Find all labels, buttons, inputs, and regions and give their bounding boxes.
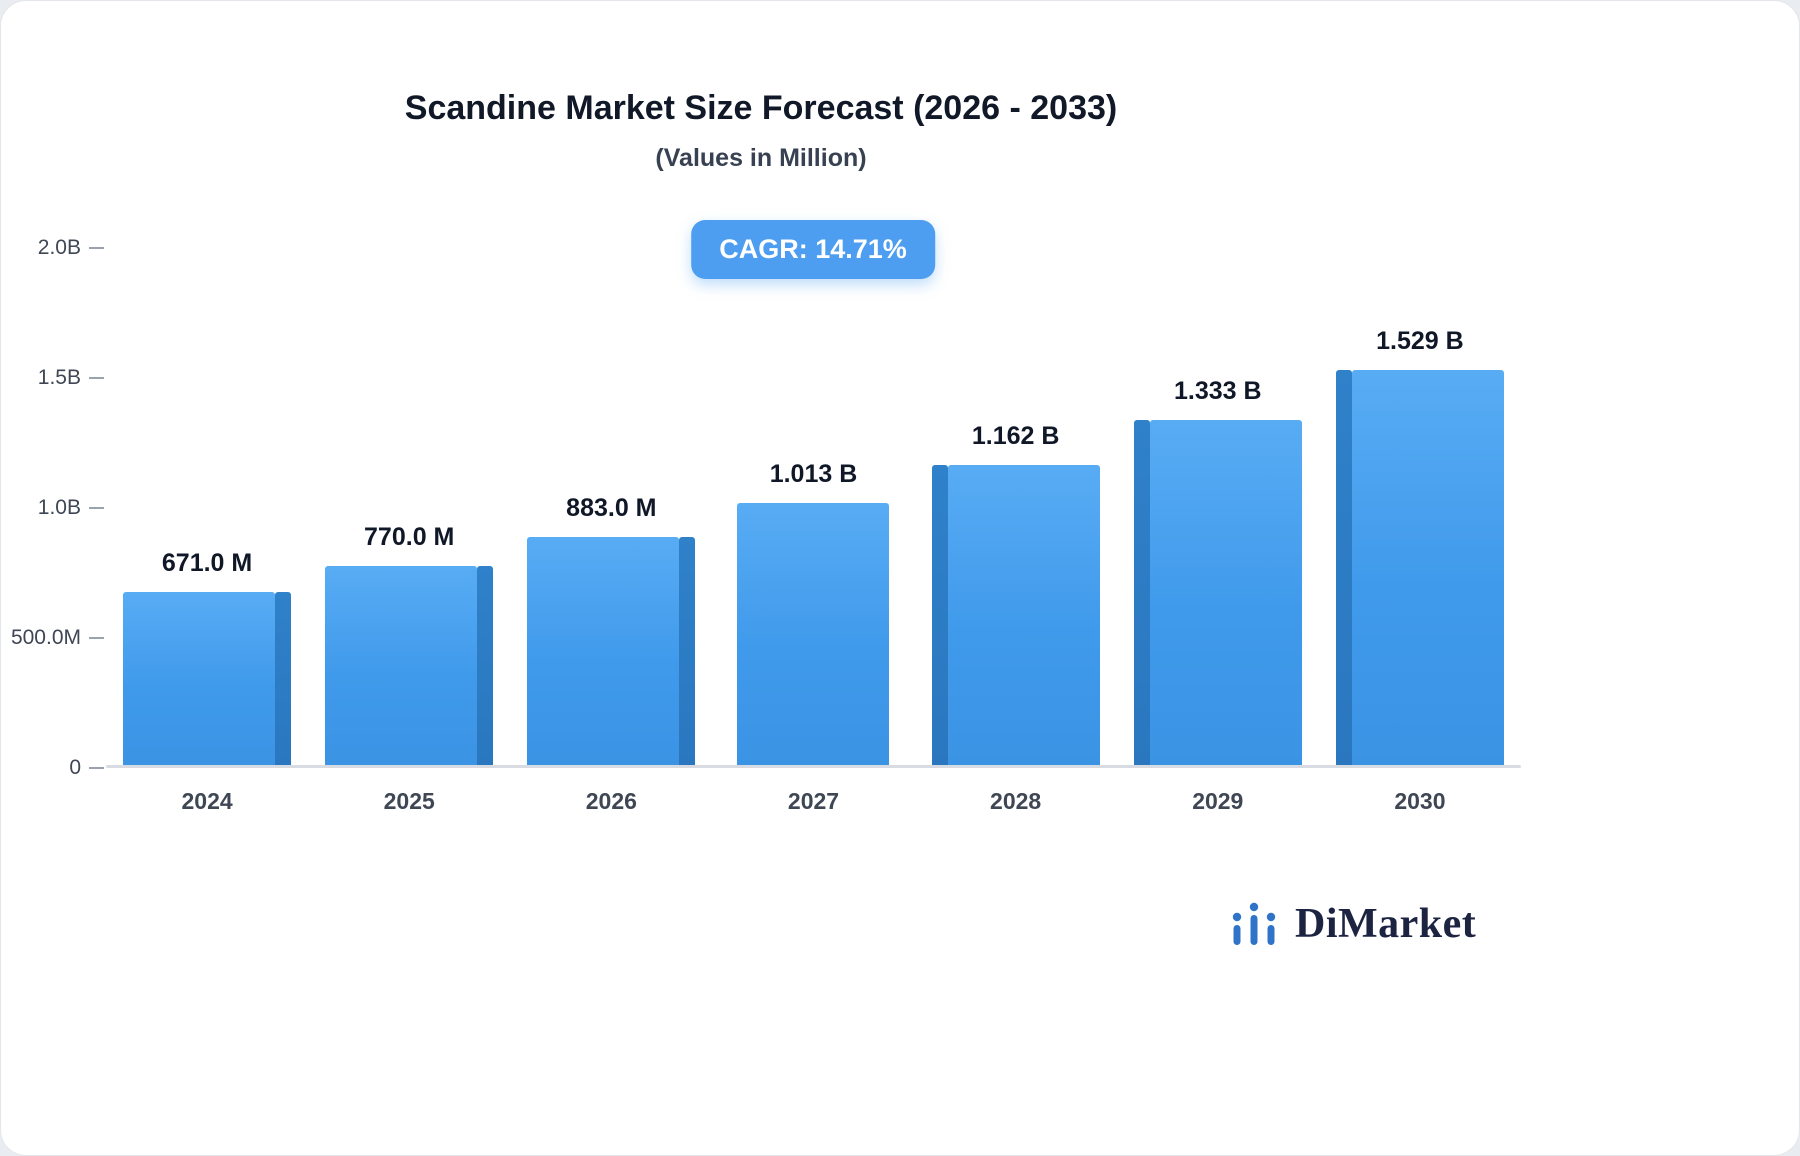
chart-area: CAGR: 14.71% 2.0B 1.5B 1.0B 500.0M 0 671.0 M… xyxy=(1,220,1521,868)
bar-face xyxy=(325,565,478,765)
x-axis-label: 2030 xyxy=(1394,788,1446,814)
bar-face xyxy=(123,591,276,765)
bar-side xyxy=(1133,420,1150,765)
y-tick: 0 xyxy=(1,756,106,780)
y-tick-label: 0 xyxy=(69,756,81,779)
y-tick: 1.0B xyxy=(1,496,106,520)
bar-face xyxy=(947,464,1100,765)
y-tick: 2.0B xyxy=(1,236,106,260)
bar-face xyxy=(737,503,890,765)
bar-cell: 1.333 B xyxy=(1117,248,1319,765)
chart-content: Scandine Market Size Forecast (2026 - 20… xyxy=(1,89,1521,1155)
brand-name: DiMarket xyxy=(1295,901,1477,947)
y-tick-mark xyxy=(89,507,104,509)
bar-cell: 1.013 B xyxy=(712,248,914,765)
bar-value-label: 671.0 M xyxy=(161,548,253,577)
bar-cell: 1.162 B xyxy=(915,248,1117,765)
y-tick-mark xyxy=(89,637,104,639)
x-axis-label: 2027 xyxy=(787,788,840,814)
y-tick-mark xyxy=(89,377,104,379)
x-axis-labels: 2024 2025 2026 2027 2028 2029 2030 xyxy=(106,788,1521,815)
y-tick-label: 500.0M xyxy=(10,626,81,649)
bar-side xyxy=(679,536,696,765)
bar-side xyxy=(931,464,948,765)
x-axis-label: 2028 xyxy=(990,788,1042,814)
y-tick-mark xyxy=(89,767,104,769)
bar-cell: 770.0 M xyxy=(308,248,510,765)
bar-side xyxy=(275,591,292,765)
x-axis-label: 2025 xyxy=(383,788,435,814)
y-tick: 1.5B xyxy=(1,366,106,390)
y-tick-label: 1.0B xyxy=(37,496,81,519)
bar-value-label: 1.013 B xyxy=(769,460,858,489)
bar-value-label: 1.333 B xyxy=(1173,377,1262,406)
bar-side xyxy=(477,565,494,765)
bar-cell: 883.0 M xyxy=(510,248,712,765)
bar-value-label: 770.0 M xyxy=(364,522,455,551)
cagr-badge: CAGR: 14.71% xyxy=(691,220,935,279)
bar: 1.529 B xyxy=(1335,327,1504,765)
bar-value-label: 1.529 B xyxy=(1376,326,1464,355)
y-tick-label: 2.0B xyxy=(37,236,81,259)
bar-cell: 671.0 M xyxy=(106,248,308,765)
y-tick: 500.0M xyxy=(1,626,106,650)
chart-title: Scandine Market Size Forecast (2026 - 20… xyxy=(404,89,1118,127)
bar-value-label: 883.0 M xyxy=(566,493,657,522)
bar-cell: 1.529 B xyxy=(1319,248,1521,765)
bar-face xyxy=(527,536,680,765)
chart-subtitle: (Values in Million) xyxy=(655,144,867,172)
bar: 883.0 M xyxy=(527,494,696,765)
bar-value-label: 1.162 B xyxy=(971,421,1060,450)
plot-area: 671.0 M 770.0 M 883.0 M 1.013 B 1.162 B 1.333… xyxy=(106,248,1521,768)
bar: 671.0 M xyxy=(123,549,292,765)
bar-side xyxy=(1335,369,1352,765)
y-tick-label: 1.5B xyxy=(37,366,81,389)
x-axis-line xyxy=(106,765,1521,768)
x-axis-label: 2026 xyxy=(585,788,637,814)
bar-face xyxy=(1351,369,1504,765)
x-axis-label: 2029 xyxy=(1192,788,1244,814)
bar: 1.162 B xyxy=(931,422,1100,765)
bars-group: 671.0 M 770.0 M 883.0 M 1.013 B 1.162 B 1.333… xyxy=(106,248,1521,765)
bar: 1.013 B xyxy=(737,460,890,765)
bar: 1.333 B xyxy=(1133,377,1302,765)
x-axis-label: 2024 xyxy=(181,788,233,814)
y-tick-mark xyxy=(89,247,104,249)
dimarket-logo: DiMarket xyxy=(1229,899,1476,949)
bar-face xyxy=(1149,420,1302,765)
bar-chart-logo-icon xyxy=(1232,902,1276,945)
bar: 770.0 M xyxy=(325,523,494,765)
